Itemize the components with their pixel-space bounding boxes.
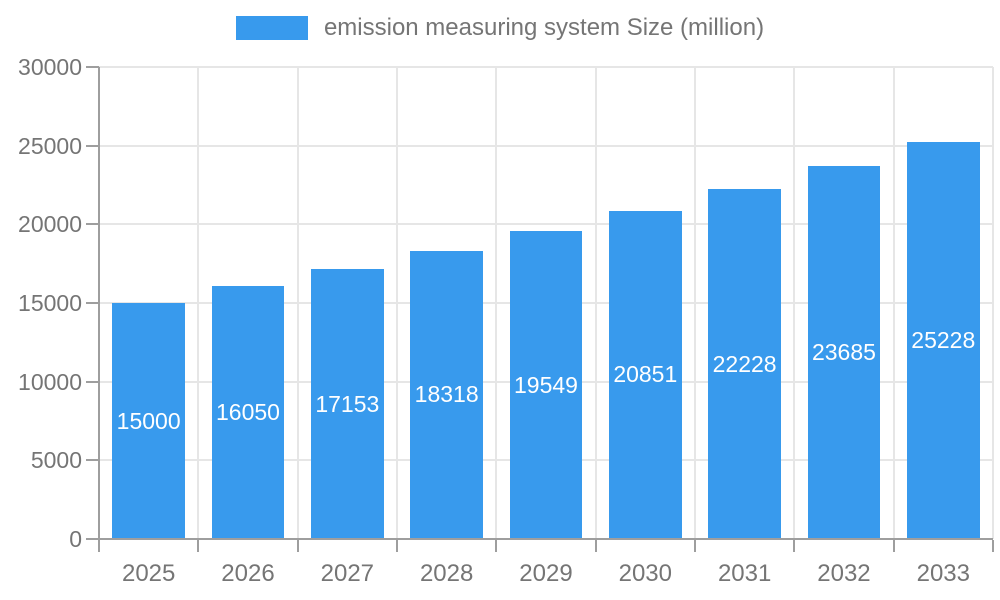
x-tick-mark bbox=[892, 540, 895, 552]
legend-swatch-icon bbox=[235, 16, 308, 40]
x-tick-mark bbox=[992, 540, 994, 552]
bar-value-label: 16050 bbox=[216, 399, 280, 426]
vertical-gridline bbox=[197, 67, 200, 539]
horizontal-gridline bbox=[99, 144, 993, 147]
horizontal-gridline bbox=[99, 66, 993, 68]
vertical-gridline bbox=[793, 67, 796, 539]
vertical-gridline bbox=[992, 67, 994, 539]
y-tick-mark bbox=[86, 538, 99, 540]
x-tick-label: 2029 bbox=[519, 560, 573, 587]
bar-value-label: 20851 bbox=[613, 361, 678, 388]
bar-series: 15000 16050 17153 18318 19549 20851 22228 23685… bbox=[99, 67, 993, 539]
bar-2029[interactable]: 19549 bbox=[509, 231, 583, 539]
vertical-gridline bbox=[395, 67, 398, 539]
plot-area: 15000 16050 17153 18318 19549 20851 22228 23685… bbox=[86, 66, 994, 552]
bar-value-label: 15000 bbox=[116, 407, 181, 434]
bar-2026[interactable]: 16050 bbox=[211, 286, 285, 539]
y-tick-label: 30000 bbox=[18, 54, 82, 80]
x-tick-label: 2028 bbox=[419, 560, 474, 587]
y-tick-label: 15000 bbox=[18, 290, 82, 316]
y-tick-label: 25000 bbox=[18, 132, 82, 159]
bar-slot: 25228 bbox=[894, 67, 993, 539]
y-tick-label: 10000 bbox=[18, 368, 82, 395]
y-tick-mark bbox=[86, 459, 99, 462]
x-tick-mark bbox=[594, 540, 597, 552]
bar-slot: 18318 bbox=[397, 67, 496, 539]
bar-slot: 17153 bbox=[298, 67, 397, 539]
bar-value-label: 17153 bbox=[315, 390, 380, 417]
x-tick-mark bbox=[197, 540, 200, 552]
y-tick-mark bbox=[86, 302, 99, 304]
bar-2028[interactable]: 18318 bbox=[410, 250, 483, 539]
y-tick-mark bbox=[86, 66, 99, 68]
bar-2032[interactable]: 23685 bbox=[807, 166, 881, 539]
x-axis-labels: 2025 2026 2027 2028 2029 2030 2031 2032 2033 bbox=[99, 560, 993, 588]
bar-2031[interactable]: 22228 bbox=[708, 189, 781, 539]
vertical-gridline bbox=[892, 67, 895, 539]
bar-slot: 16050 bbox=[198, 67, 297, 539]
bar-2033[interactable]: 25228 bbox=[907, 142, 980, 539]
x-tick-label: 2032 bbox=[817, 560, 871, 587]
bar-value-label: 18318 bbox=[414, 381, 479, 408]
bar-value-label: 19549 bbox=[513, 371, 578, 398]
y-tick-mark bbox=[86, 380, 99, 383]
bar-slot: 19549 bbox=[496, 67, 595, 539]
bar-2025[interactable]: 15000 bbox=[112, 303, 185, 539]
vertical-gridline bbox=[296, 67, 299, 539]
x-tick-label: 2025 bbox=[121, 560, 176, 587]
bar-value-label: 23685 bbox=[811, 339, 876, 366]
bar-value-label: 22228 bbox=[712, 350, 777, 377]
bar-2030[interactable]: 20851 bbox=[609, 210, 682, 539]
y-tick-label: 5000 bbox=[30, 447, 82, 474]
y-tick-mark bbox=[86, 144, 99, 147]
vertical-gridline bbox=[594, 67, 597, 539]
bar-slot: 15000 bbox=[99, 67, 198, 539]
y-tick-label: 20000 bbox=[18, 211, 82, 238]
bar-slot: 23685 bbox=[794, 67, 893, 539]
x-tick-label: 2027 bbox=[320, 560, 375, 587]
x-tick-label: 2030 bbox=[618, 560, 672, 587]
y-tick-label: 0 bbox=[69, 526, 82, 552]
x-axis-line bbox=[98, 538, 993, 540]
x-tick-mark bbox=[98, 540, 100, 552]
bar-2027[interactable]: 17153 bbox=[311, 269, 384, 539]
y-tick-mark bbox=[86, 223, 99, 226]
x-tick-mark bbox=[296, 540, 299, 552]
x-tick-mark bbox=[495, 540, 498, 552]
x-tick-label: 2033 bbox=[916, 560, 970, 587]
x-tick-mark bbox=[395, 540, 398, 552]
bar-value-label: 25228 bbox=[911, 327, 976, 354]
bar-slot: 20851 bbox=[596, 67, 695, 539]
bar-slot: 22228 bbox=[695, 67, 794, 539]
legend-label: emission measuring system Size (million) bbox=[323, 14, 765, 41]
x-tick-label: 2026 bbox=[221, 560, 275, 587]
x-tick-label: 2031 bbox=[717, 560, 772, 587]
vertical-gridline bbox=[693, 67, 696, 539]
legend[interactable]: emission measuring system Size (million) bbox=[0, 14, 1000, 42]
y-axis-line bbox=[98, 67, 100, 539]
horizontal-gridline bbox=[99, 223, 993, 226]
x-tick-mark bbox=[793, 540, 796, 552]
x-tick-mark bbox=[693, 540, 696, 552]
vertical-gridline bbox=[495, 67, 498, 539]
